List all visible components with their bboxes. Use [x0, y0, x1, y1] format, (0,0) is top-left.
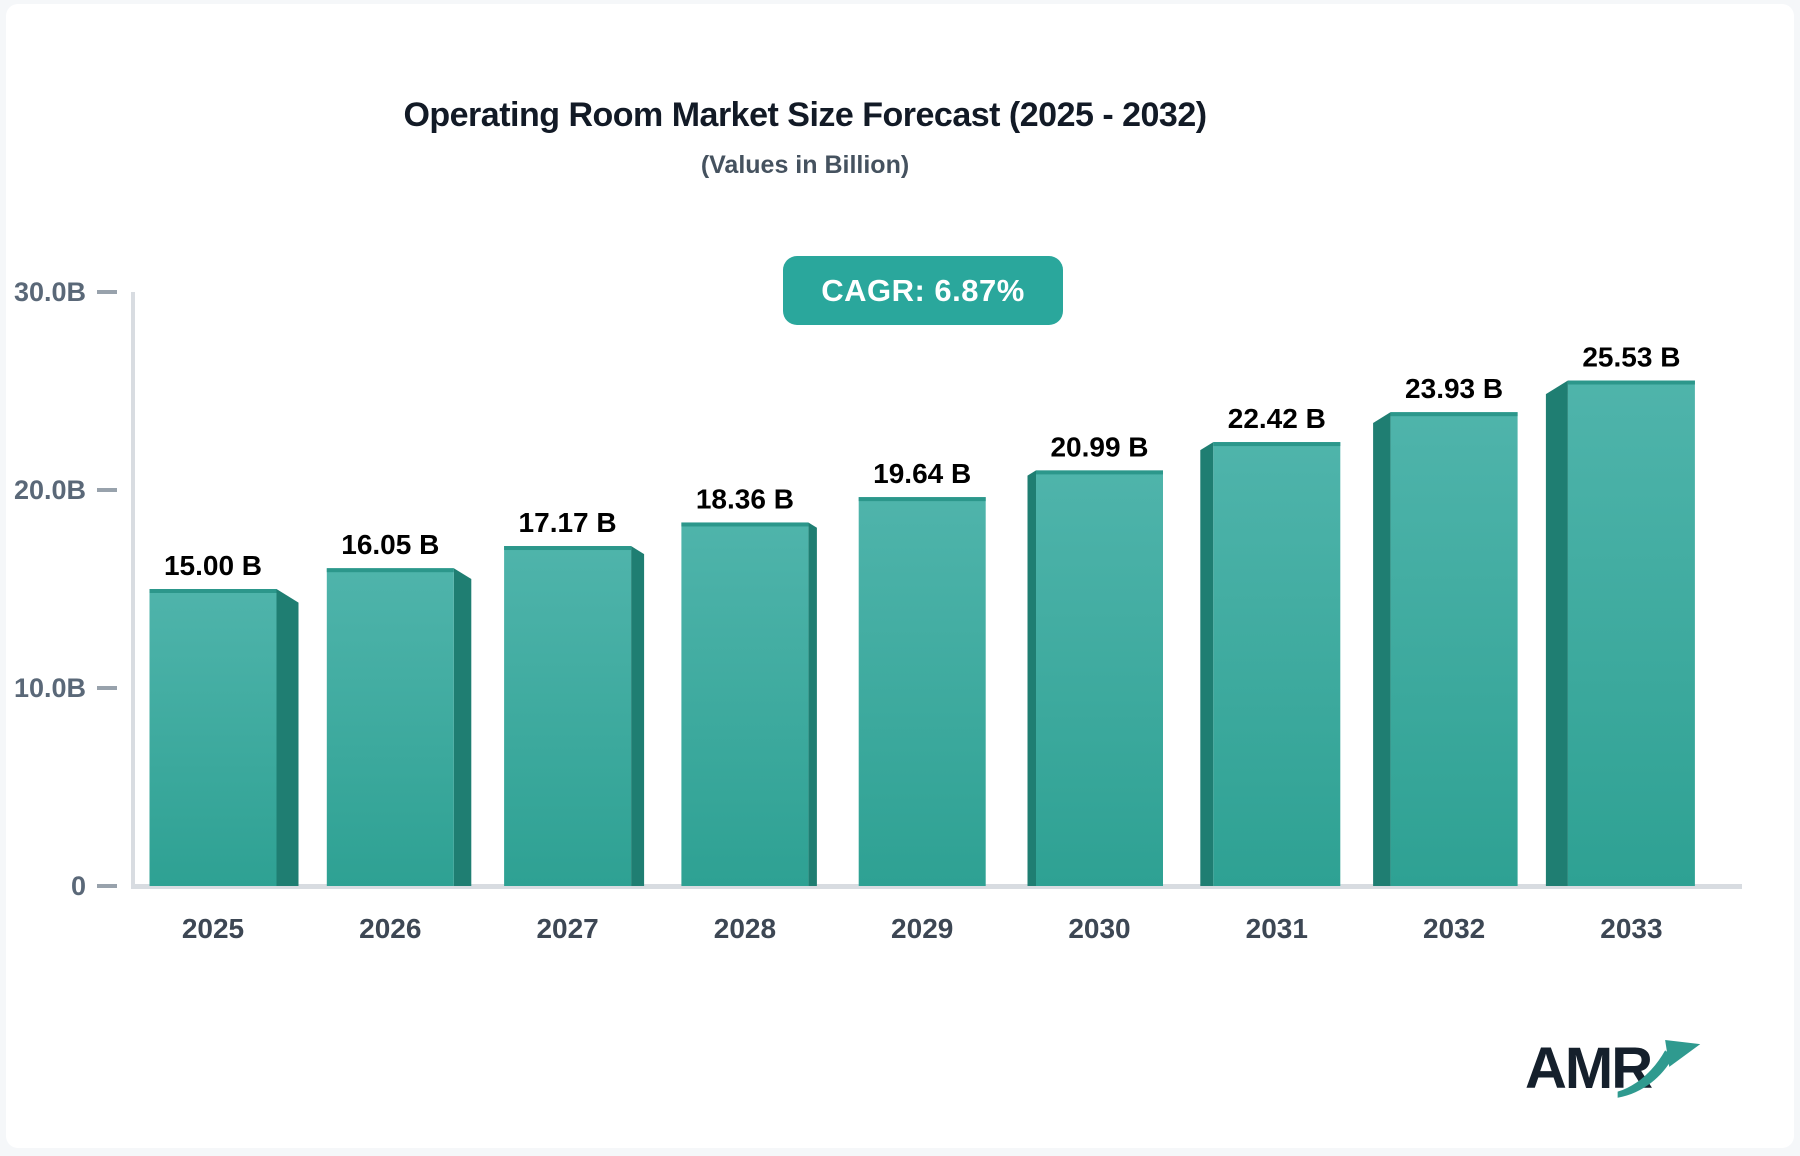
x-axis-baseline	[131, 884, 1742, 889]
bar-value-label-2028: 18.36 B	[696, 483, 794, 514]
bar-2030	[1036, 470, 1163, 886]
y-axis-tick-label: 30.0B	[14, 277, 86, 307]
bar-top-edge-2029	[858, 497, 986, 502]
bar-side-2030	[1027, 470, 1036, 886]
bar-side-2033	[1545, 380, 1568, 886]
x-axis-label-2025: 2025	[182, 913, 244, 944]
bar-2027	[504, 546, 632, 886]
x-axis-label-2028: 2028	[714, 913, 776, 944]
y-axis-tick	[97, 290, 117, 294]
bar-2031	[1213, 442, 1341, 886]
y-axis-tick	[97, 686, 117, 690]
bar-top-edge-2026	[326, 568, 454, 573]
chart-header: Operating Room Market Size Forecast (202…	[0, 96, 1610, 180]
x-axis-label-2026: 2026	[359, 913, 421, 944]
y-axis-line	[131, 292, 135, 886]
bar-2028	[681, 522, 809, 886]
growth-arrow-icon	[1617, 1040, 1701, 1098]
x-axis-label-2031: 2031	[1246, 913, 1308, 944]
y-axis-tick-label: 0	[71, 871, 86, 901]
bar-value-label-2030: 20.99 B	[1050, 431, 1148, 462]
bar-2026	[326, 568, 454, 886]
bar-top-edge-2031	[1213, 442, 1341, 447]
x-axis-label-2029: 2029	[891, 913, 953, 944]
bar-top-edge-2025	[149, 589, 277, 593]
bar-value-label-2029: 19.64 B	[873, 458, 971, 489]
y-axis-tick	[97, 488, 117, 492]
bar-side-2025	[276, 589, 299, 886]
bar-value-label-2033: 25.53 B	[1582, 342, 1680, 373]
cagr-badge: CAGR: 6.87%	[783, 256, 1063, 325]
bar-value-label-2027: 17.17 B	[519, 507, 617, 538]
bar-value-label-2031: 22.42 B	[1228, 403, 1326, 434]
x-axis-label-2033: 2033	[1600, 913, 1662, 944]
bar-top-edge-2028	[681, 522, 809, 527]
bar-top-edge-2033	[1567, 380, 1695, 385]
x-axis-label-2032: 2032	[1423, 913, 1485, 944]
bar-value-label-2026: 16.05 B	[341, 529, 439, 560]
bar-2032	[1390, 412, 1518, 886]
bar-top-edge-2030	[1036, 470, 1163, 475]
x-axis-label-2027: 2027	[536, 913, 598, 944]
bar-value-label-2032: 23.93 B	[1405, 373, 1503, 404]
y-axis-tick-label: 20.0B	[14, 475, 86, 505]
bar-2025	[149, 589, 277, 886]
bar-side-2027	[631, 546, 645, 886]
x-axis-label-2030: 2030	[1068, 913, 1130, 944]
brand-logo: AMR	[1525, 1040, 1735, 1120]
bar-side-2032	[1373, 412, 1391, 886]
page-title: Operating Room Market Size Forecast (202…	[403, 96, 1207, 134]
bar-2033	[1567, 380, 1695, 886]
bar-side-2026	[453, 568, 472, 886]
y-axis-tick-label: 10.0B	[14, 673, 86, 703]
bar-top-edge-2032	[1390, 412, 1518, 417]
bar-top-edge-2027	[504, 546, 632, 551]
bar-2029	[858, 497, 986, 886]
y-axis-tick	[97, 884, 117, 888]
cagr-badge-label: CAGR: 6.87%	[821, 272, 1025, 308]
page-subtitle: (Values in Billion)	[700, 151, 910, 179]
bar-side-2031	[1200, 442, 1214, 886]
bar-side-2028	[808, 522, 817, 886]
bar-value-label-2025: 15.00 B	[164, 550, 262, 581]
